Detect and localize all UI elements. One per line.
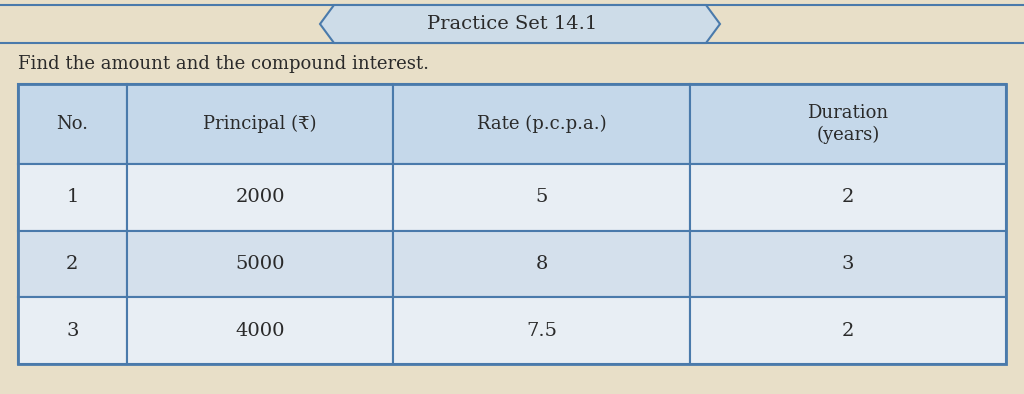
Text: 2: 2: [842, 188, 854, 206]
Text: 5000: 5000: [236, 255, 285, 273]
Bar: [127, 297, 393, 364]
Bar: [127, 230, 393, 297]
Bar: [690, 84, 1006, 164]
Bar: [18, 164, 127, 230]
Text: 1: 1: [67, 188, 79, 206]
Text: Rate (p.c.p.a.): Rate (p.c.p.a.): [477, 115, 606, 133]
Polygon shape: [319, 5, 720, 43]
Text: 5: 5: [536, 188, 548, 206]
Text: No.: No.: [56, 115, 88, 133]
Bar: [690, 297, 1006, 364]
Text: 7.5: 7.5: [526, 322, 557, 340]
Text: 3: 3: [67, 322, 79, 340]
Bar: [393, 164, 690, 230]
Text: 3: 3: [842, 255, 854, 273]
Bar: [127, 164, 393, 230]
Text: Principal (₹): Principal (₹): [204, 115, 316, 133]
Text: 2: 2: [842, 322, 854, 340]
Text: Practice Set 14.1: Practice Set 14.1: [427, 15, 597, 33]
Bar: [393, 230, 690, 297]
Bar: [18, 84, 127, 164]
Bar: [690, 164, 1006, 230]
Text: 2000: 2000: [236, 188, 285, 206]
Text: 2: 2: [67, 255, 79, 273]
Text: 8: 8: [536, 255, 548, 273]
Bar: [393, 84, 690, 164]
Bar: [18, 84, 1006, 364]
Bar: [18, 297, 127, 364]
Bar: [18, 230, 127, 297]
Bar: [127, 84, 393, 164]
Bar: [690, 230, 1006, 297]
Text: Duration
(years): Duration (years): [807, 104, 889, 143]
Text: Find the amount and the compound interest.: Find the amount and the compound interes…: [18, 55, 429, 73]
Text: 4000: 4000: [236, 322, 285, 340]
Bar: [393, 297, 690, 364]
